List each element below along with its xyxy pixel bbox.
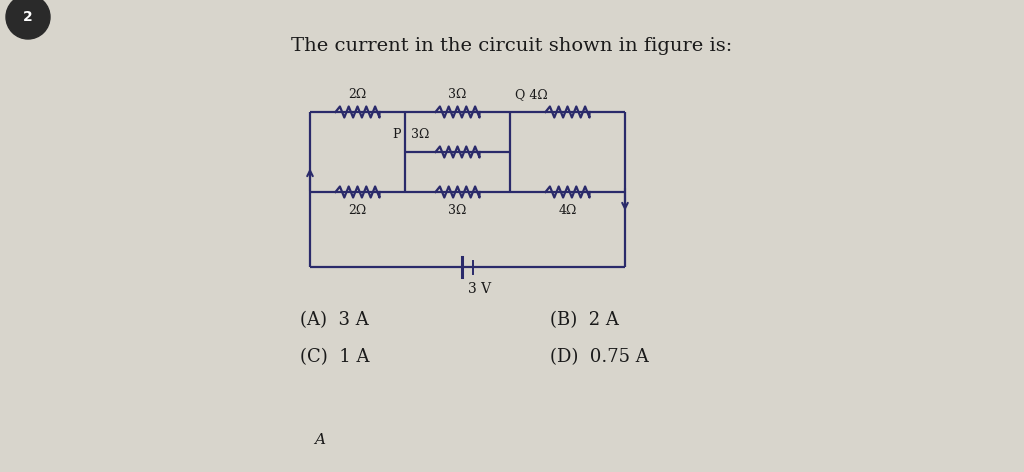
Text: Q 4Ω: Q 4Ω — [515, 88, 548, 101]
Text: 4Ω: 4Ω — [558, 204, 577, 217]
Text: 2: 2 — [24, 10, 33, 24]
Text: 3Ω: 3Ω — [449, 204, 467, 217]
Text: A: A — [314, 433, 326, 447]
Text: The current in the circuit shown in figure is:: The current in the circuit shown in figu… — [292, 37, 732, 55]
Text: (C)  1 A: (C) 1 A — [300, 348, 370, 366]
Text: 2Ω: 2Ω — [348, 88, 367, 101]
Circle shape — [6, 0, 50, 39]
Text: P: P — [392, 128, 401, 141]
Text: 3Ω: 3Ω — [449, 88, 467, 101]
Text: (B)  2 A: (B) 2 A — [550, 311, 618, 329]
Text: 3 V: 3 V — [468, 282, 492, 296]
Text: (D)  0.75 A: (D) 0.75 A — [550, 348, 649, 366]
Text: 3Ω: 3Ω — [411, 128, 429, 141]
Text: 2Ω: 2Ω — [348, 204, 367, 217]
Text: (A)  3 A: (A) 3 A — [300, 311, 369, 329]
